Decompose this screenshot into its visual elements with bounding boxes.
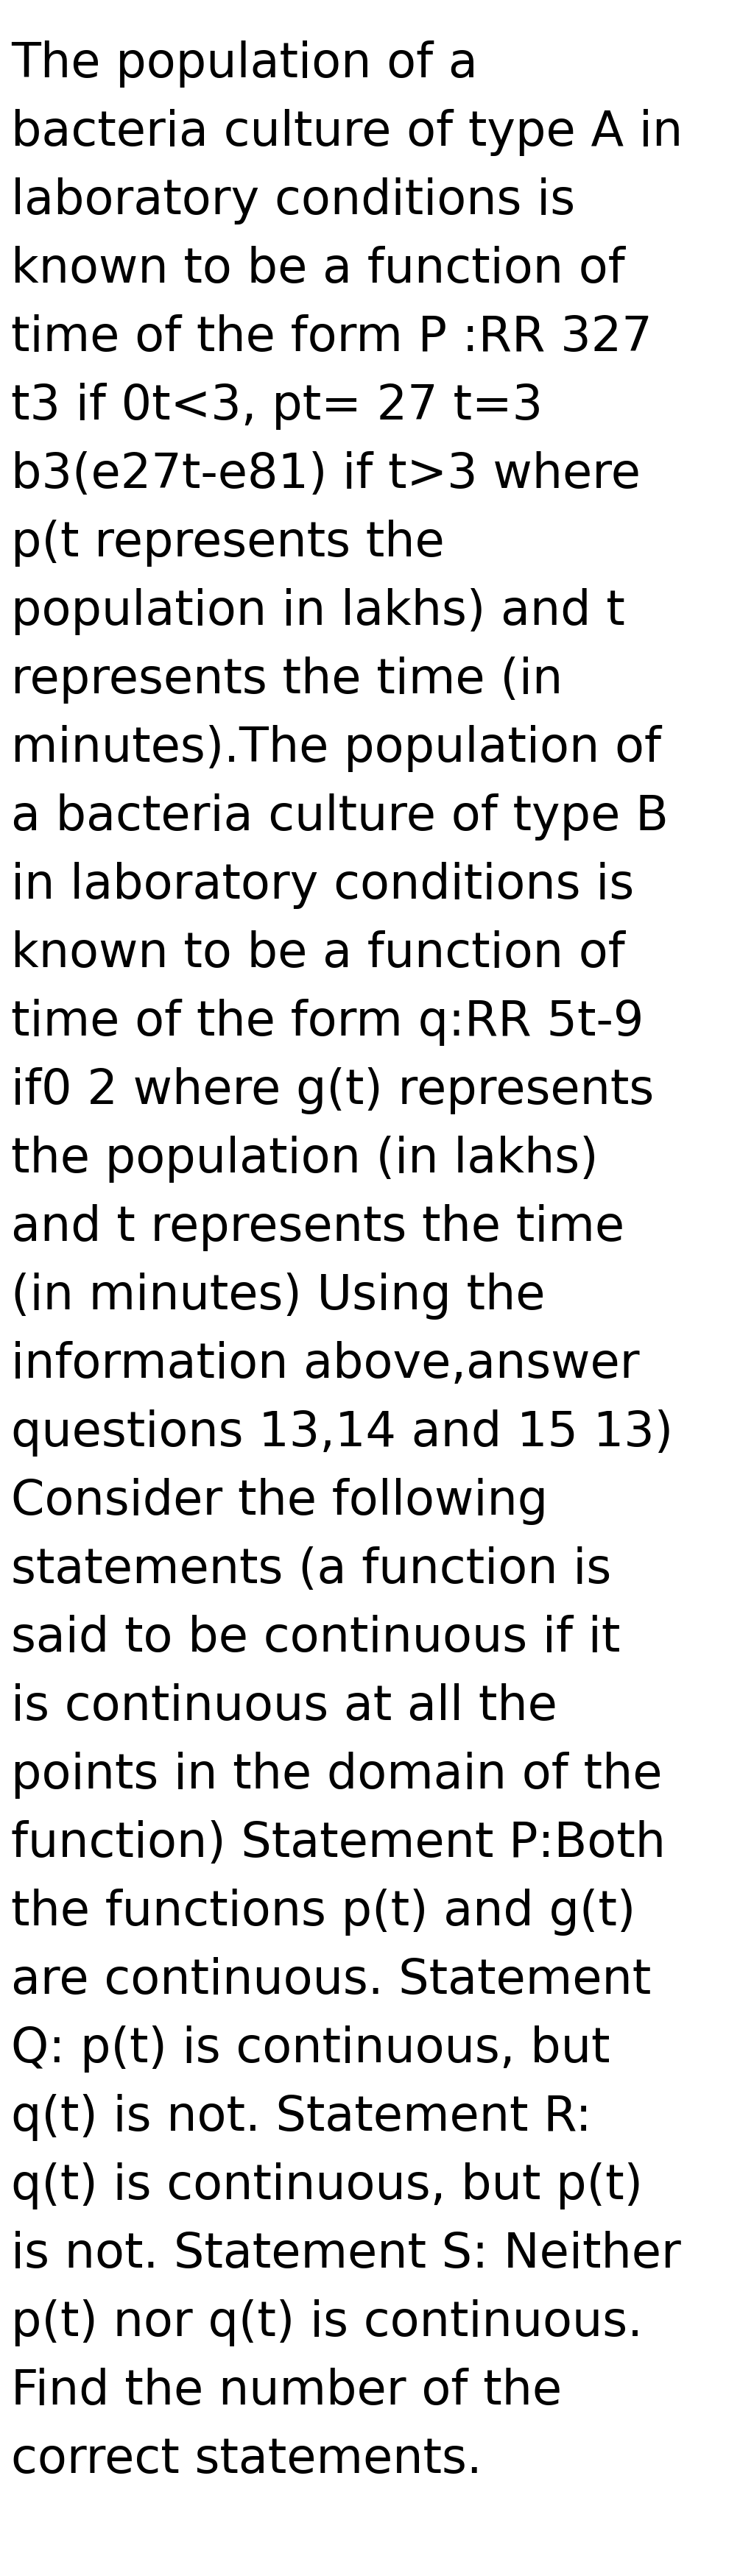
- Text: q(t) is continuous, but p(t): q(t) is continuous, but p(t): [11, 2161, 643, 2210]
- Text: The population of a: The population of a: [11, 41, 478, 88]
- Text: questions 13,14 and 15 13): questions 13,14 and 15 13): [11, 1409, 673, 1455]
- Text: Consider the following: Consider the following: [11, 1479, 548, 1525]
- Text: t3 if 0t<3, pt= 27 t=3: t3 if 0t<3, pt= 27 t=3: [11, 384, 543, 430]
- Text: are continuous. Statement: are continuous. Statement: [11, 1958, 651, 2004]
- Text: function) Statement P:Both: function) Statement P:Both: [11, 1821, 666, 1868]
- Text: time of the form P :RR 327: time of the form P :RR 327: [11, 314, 652, 361]
- Text: points in the domain of the: points in the domain of the: [11, 1752, 662, 1798]
- Text: population in lakhs) and t: population in lakhs) and t: [11, 587, 625, 636]
- Text: minutes).The population of: minutes).The population of: [11, 724, 661, 773]
- Text: Find the number of the: Find the number of the: [11, 2367, 562, 2414]
- Text: known to be a function of: known to be a function of: [11, 245, 625, 294]
- Text: the functions p(t) and g(t): the functions p(t) and g(t): [11, 1888, 636, 1935]
- Text: and t represents the time: and t represents the time: [11, 1203, 624, 1252]
- Text: time of the form q:RR 5t-9: time of the form q:RR 5t-9: [11, 999, 644, 1046]
- Text: p(t represents the: p(t represents the: [11, 520, 445, 567]
- Text: laboratory conditions is: laboratory conditions is: [11, 178, 575, 224]
- Text: statements (a function is: statements (a function is: [11, 1546, 611, 1595]
- Text: (in minutes) Using the: (in minutes) Using the: [11, 1273, 545, 1319]
- Text: p(t) nor q(t) is continuous.: p(t) nor q(t) is continuous.: [11, 2300, 642, 2347]
- Text: the population (in lakhs): the population (in lakhs): [11, 1136, 598, 1182]
- Text: Q: p(t) is continuous, but: Q: p(t) is continuous, but: [11, 2025, 610, 2074]
- Text: q(t) is not. Statement R:: q(t) is not. Statement R:: [11, 2094, 592, 2141]
- Text: known to be a function of: known to be a function of: [11, 930, 625, 976]
- Text: is not. Statement S: Neither: is not. Statement S: Neither: [11, 2231, 681, 2277]
- Text: information above,answer: information above,answer: [11, 1342, 639, 1388]
- Text: represents the time (in: represents the time (in: [11, 657, 562, 703]
- Text: correct statements.: correct statements.: [11, 2437, 482, 2483]
- Text: b3(e27t-e81) if t>3 where: b3(e27t-e81) if t>3 where: [11, 451, 641, 497]
- Text: if0 2 where g(t) represents: if0 2 where g(t) represents: [11, 1066, 654, 1115]
- Text: said to be continuous if it: said to be continuous if it: [11, 1615, 621, 1662]
- Text: in laboratory conditions is: in laboratory conditions is: [11, 863, 634, 909]
- Text: a bacteria culture of type B: a bacteria culture of type B: [11, 793, 669, 840]
- Text: bacteria culture of type A in: bacteria culture of type A in: [11, 108, 683, 157]
- Text: is continuous at all the: is continuous at all the: [11, 1682, 557, 1731]
